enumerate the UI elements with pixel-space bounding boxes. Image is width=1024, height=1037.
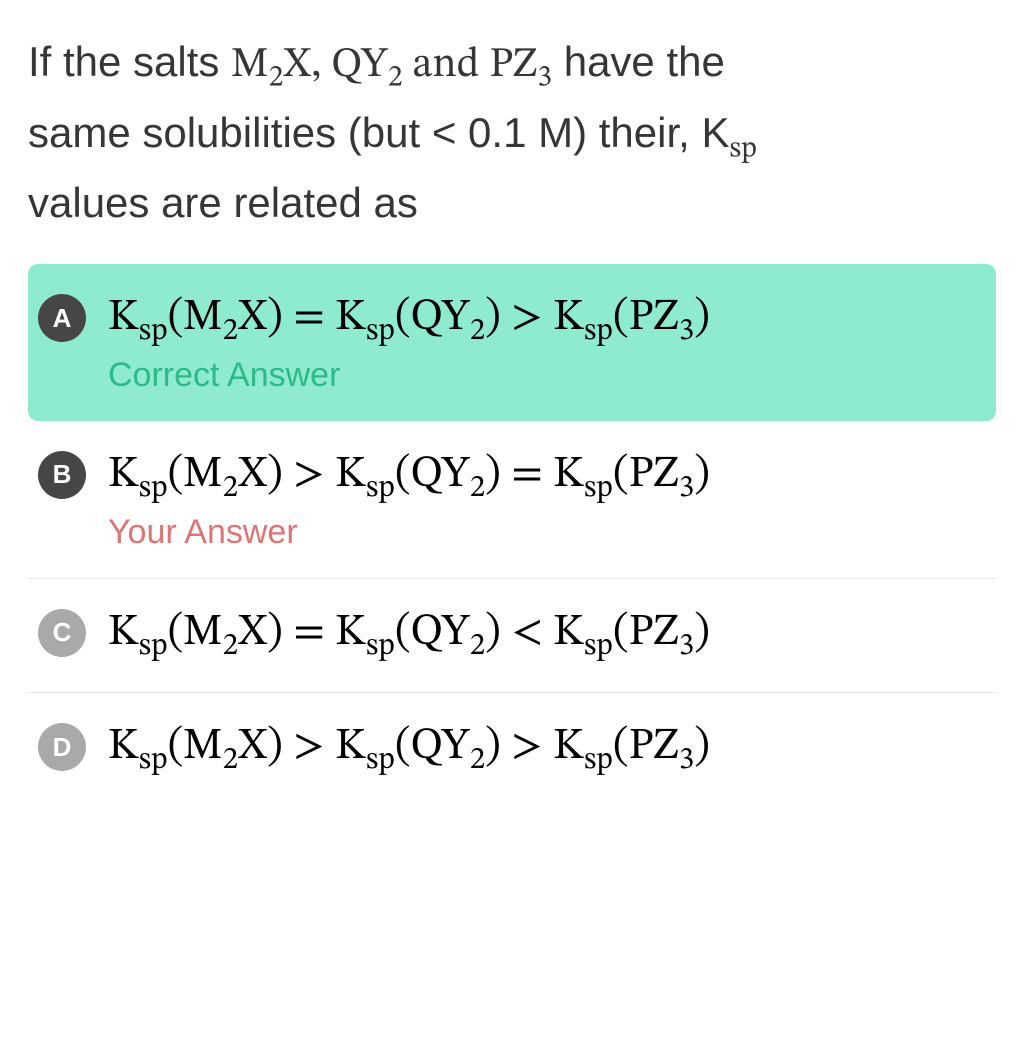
option-formula: Ksp(M2X) > Ksp(QY2) > Ksp(PZ3): [108, 719, 986, 781]
q-salt1: M2X, QY2: [231, 44, 402, 86]
q-t: M: [231, 44, 269, 86]
option-a[interactable]: A Ksp(M2X) = Ksp(QY2) > Ksp(PZ3) Correct…: [28, 264, 996, 421]
option-body: Ksp(M2X) > Ksp(QY2) = Ksp(PZ3) Your Answ…: [108, 447, 986, 552]
option-formula: Ksp(M2X) = Ksp(QY2) > Ksp(PZ3): [108, 290, 986, 352]
q-sub: 2: [269, 63, 284, 92]
q-sub: sp: [729, 134, 756, 163]
question-line-1: If the salts M2X, QY2 and PZ3 have the: [28, 38, 725, 85]
option-body: Ksp(M2X) = Ksp(QY2) < Ksp(PZ3): [108, 605, 986, 667]
your-answer-label: Your Answer: [108, 513, 986, 552]
question-text: If the salts M2X, QY2 and PZ3 have the s…: [28, 30, 996, 234]
q-text: and PZ: [403, 44, 538, 86]
options-list: A Ksp(M2X) = Ksp(QY2) > Ksp(PZ3) Correct…: [28, 264, 996, 807]
option-body: Ksp(M2X) = Ksp(QY2) > Ksp(PZ3) Correct A…: [108, 290, 986, 395]
option-badge-c: C: [38, 609, 86, 657]
q-sub: 3: [537, 63, 552, 92]
question-line-2: same solubilities (but < 0.1 M) their, K…: [28, 109, 757, 156]
q-sub: 2: [388, 63, 403, 92]
option-b[interactable]: B Ksp(M2X) > Ksp(QY2) = Ksp(PZ3) Your An…: [28, 421, 996, 579]
option-formula: Ksp(M2X) = Ksp(QY2) < Ksp(PZ3): [108, 605, 986, 667]
q-text: If the salts: [28, 38, 231, 85]
option-badge-b: B: [38, 451, 86, 499]
option-c[interactable]: C Ksp(M2X) = Ksp(QY2) < Ksp(PZ3): [28, 579, 996, 694]
correct-answer-label: Correct Answer: [108, 356, 986, 395]
option-body: Ksp(M2X) > Ksp(QY2) > Ksp(PZ3): [108, 719, 986, 781]
q-t: X, QY: [283, 44, 388, 86]
q-text: same solubilities (but < 0.1 M) their, K: [28, 109, 729, 156]
question-line-3: values are related as: [28, 179, 418, 226]
q-text: have the: [552, 38, 725, 85]
option-d[interactable]: D Ksp(M2X) > Ksp(QY2) > Ksp(PZ3): [28, 693, 996, 807]
option-formula: Ksp(M2X) > Ksp(QY2) = Ksp(PZ3): [108, 447, 986, 509]
option-badge-a: A: [38, 294, 86, 342]
option-badge-d: D: [38, 723, 86, 771]
